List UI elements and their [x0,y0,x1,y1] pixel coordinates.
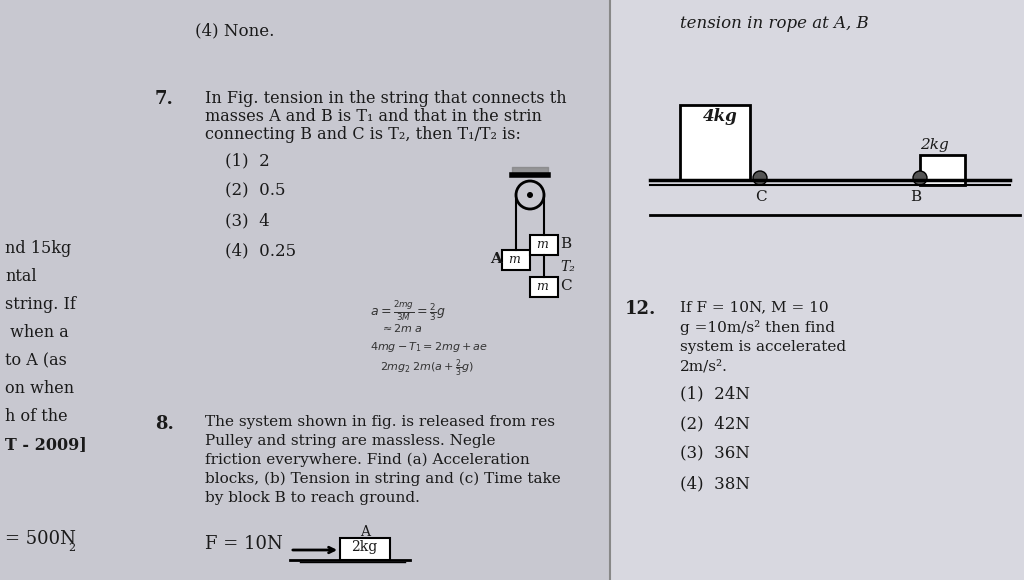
Bar [680,105,750,180]
Text: 4kg: 4kg [703,108,737,125]
Bar [530,277,558,297]
Text: h of the: h of the [5,408,68,425]
Text: friction everywhere. Find (a) Acceleration: friction everywhere. Find (a) Accelerati… [205,453,529,467]
Text: $4mg-T_1=2mg+ae$: $4mg-T_1=2mg+ae$ [370,340,487,354]
Text: 2kg: 2kg [351,540,377,554]
Circle shape [753,171,767,185]
Text: If F = 10N, M = 10: If F = 10N, M = 10 [680,300,828,314]
Text: (2)  0.5: (2) 0.5 [225,182,286,199]
Text: F = 10N: F = 10N [205,535,283,553]
Text: C: C [560,279,571,293]
Text: B: B [560,237,571,251]
Text: 12.: 12. [625,300,656,318]
Bar [502,250,530,270]
Circle shape [913,171,927,185]
Text: $2mg_2\;2m(a+\frac{2}{3}g)$: $2mg_2\;2m(a+\frac{2}{3}g)$ [380,358,474,379]
Bar [340,538,390,560]
Text: (3)  36N: (3) 36N [680,445,750,462]
Text: In Fig. tension in the string that connects th: In Fig. tension in the string that conne… [205,90,566,107]
Text: to A (as: to A (as [5,352,67,369]
Text: (4)  0.25: (4) 0.25 [225,242,296,259]
Text: (1)  2: (1) 2 [225,152,269,169]
Text: $a=\frac{2mg}{3M}=\frac{2}{3}g$: $a=\frac{2mg}{3M}=\frac{2}{3}g$ [370,300,446,324]
Text: (2)  42N: (2) 42N [680,415,750,432]
Text: system is accelerated: system is accelerated [680,340,846,354]
Text: tension in rope at A, B: tension in rope at A, B [680,15,868,32]
Text: 8.: 8. [155,415,174,433]
Text: connecting B and C is T₂, then T₁/T₂ is:: connecting B and C is T₂, then T₁/T₂ is: [205,126,521,143]
Text: 2kg: 2kg [920,138,949,152]
Text: ntal: ntal [5,268,37,285]
Text: 2m/s².: 2m/s². [680,360,728,374]
Text: (3)  4: (3) 4 [225,212,269,229]
Text: = 500N: = 500N [5,530,76,548]
Circle shape [527,192,534,198]
Text: B: B [910,190,922,204]
Text: on when: on when [5,380,74,397]
Text: A: A [490,252,502,266]
Text: masses A and B is T₁ and that in the strin: masses A and B is T₁ and that in the str… [205,108,542,125]
FancyBboxPatch shape [610,0,1024,580]
Text: by block B to reach ground.: by block B to reach ground. [205,491,420,505]
Text: C: C [755,190,767,204]
Text: when a: when a [5,324,69,341]
Text: A: A [360,525,370,539]
Text: The system shown in fig. is released from res: The system shown in fig. is released fro… [205,415,555,429]
Text: 2: 2 [68,543,75,553]
Text: (4)  38N: (4) 38N [680,475,750,492]
Text: $\approx 2m\;a$: $\approx 2m\;a$ [380,322,423,334]
Text: blocks, (b) Tension in string and (c) Time take: blocks, (b) Tension in string and (c) Ti… [205,472,561,487]
Text: (1)  24N: (1) 24N [680,385,750,402]
Text: 7.: 7. [155,90,174,108]
Bar [920,155,965,185]
Text: Pulley and string are massless. Negle: Pulley and string are massless. Negle [205,434,496,448]
Text: m: m [536,280,548,293]
Bar [530,235,558,255]
Text: m: m [508,253,520,266]
Text: T₂: T₂ [560,260,574,274]
Text: g =10m/s² then find: g =10m/s² then find [680,320,835,335]
Text: m: m [536,238,548,251]
Text: (4) None.: (4) None. [195,22,274,39]
Text: T - 2009]: T - 2009] [5,436,87,453]
Text: nd 15kg: nd 15kg [5,240,72,257]
Text: string. If: string. If [5,296,76,313]
